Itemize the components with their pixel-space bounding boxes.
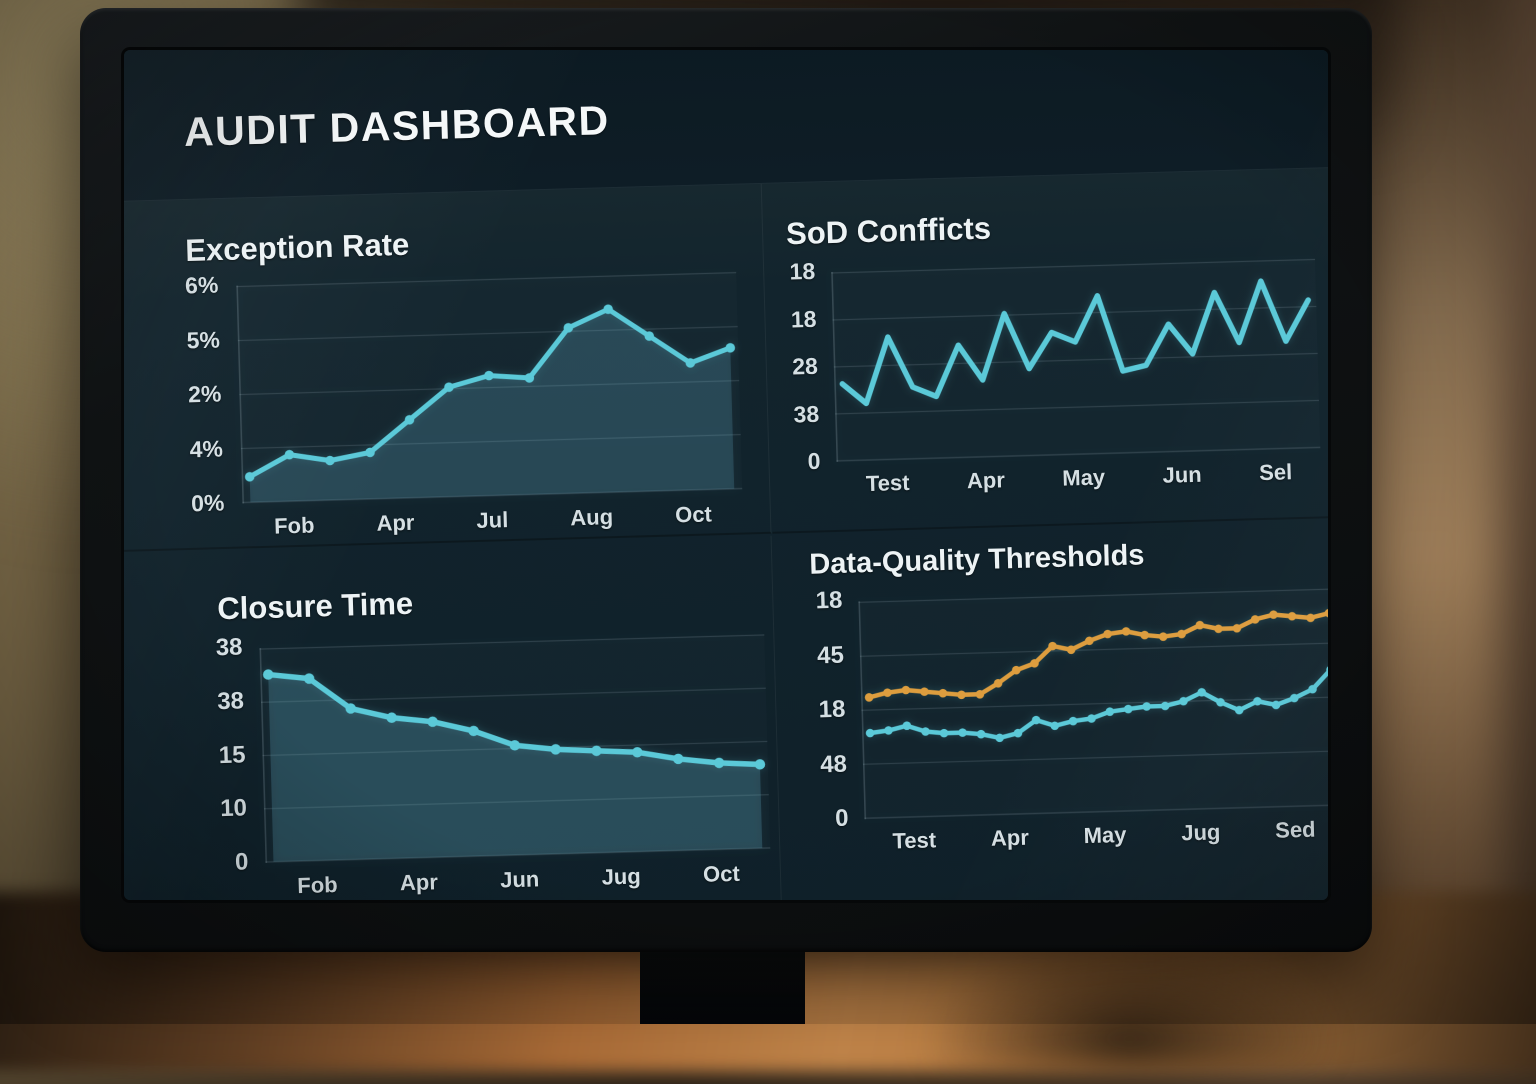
x-tick-label: Sel	[1259, 459, 1293, 486]
x-tick-label: Apr	[991, 825, 1030, 852]
sod-conflicts-svg	[831, 258, 1320, 461]
y-tick-label: 10	[220, 795, 247, 824]
x-axis: Fob Apr Jul Aug Oct	[243, 501, 744, 541]
x-tick-label: May	[1083, 822, 1127, 849]
x-tick-label: Jul	[476, 507, 509, 534]
x-tick-label: Test	[892, 827, 936, 854]
y-tick-label: 4%	[189, 435, 223, 463]
chart-title-exception-rate: Exception Rate	[185, 227, 410, 269]
chart-panel-exception-rate: Exception Rate 6% 5% 2% 4% 0% Fob Apr Jul Aug Oc…	[124, 184, 771, 553]
x-tick-label: Apr	[400, 869, 439, 896]
chart-title-data-quality-thresholds: Data-Quality Thresholds	[809, 539, 1145, 581]
y-tick-label: 5%	[186, 326, 220, 354]
y-tick-label: 38	[793, 400, 819, 428]
chart-panel-closure-time: Closure Time 38 38 15 10 0 Fob Apr Jun Jug Oct	[124, 536, 783, 900]
x-axis: Fob Apr Jun Jug Oct	[266, 860, 772, 900]
closure-time-plot	[259, 634, 770, 863]
y-tick-label: 28	[792, 353, 818, 381]
y-tick-label: 0	[835, 805, 849, 833]
y-tick-label: 18	[818, 696, 845, 725]
x-tick-label: May	[1062, 464, 1106, 491]
y-tick-label: 18	[791, 305, 817, 333]
y-tick-label: 18	[789, 258, 815, 286]
y-tick-label: 38	[215, 633, 242, 662]
y-axis: 6%5%2%4%0%	[168, 286, 232, 506]
monitor-screen: AUDIT DASHBOARD Exception Rate 6% 5% 2% 4% 0…	[124, 50, 1328, 900]
y-tick-label: 48	[820, 750, 847, 779]
dashboard-main: Exception Rate 6% 5% 2% 4% 0% Fob Apr Jul Aug Oc…	[124, 166, 1328, 900]
x-tick-label: Jug	[1181, 819, 1221, 846]
closure-time-svg	[259, 634, 770, 863]
x-tick-label: Jug	[601, 864, 641, 891]
exception-rate-plot	[236, 272, 742, 504]
dashboard: AUDIT DASHBOARD Exception Rate 6% 5% 2% 4% 0…	[124, 50, 1328, 900]
x-tick-label: Oct	[675, 501, 712, 528]
x-axis: Test Apr May Jug Sed	[865, 816, 1328, 855]
x-tick-label: Oct	[703, 861, 740, 888]
chart-panel-data-quality-thresholds: Data-Quality Thresholds 18 45 18 48 0 Test Ap…	[773, 519, 1328, 900]
chart-panel-sod-conflicts: SoD Confficts 18 18 28 38 0 Test Apr May Jun Sel	[763, 167, 1328, 533]
x-tick-label: Aug	[570, 504, 613, 531]
chart-title-sod-conflicts: SoD Confficts	[786, 211, 992, 253]
x-tick-label: Sed	[1275, 817, 1316, 844]
y-tick-label: 15	[218, 741, 245, 770]
exception-rate-svg	[236, 272, 742, 504]
monitor: AUDIT DASHBOARD Exception Rate 6% 5% 2% 4% 0…	[80, 8, 1372, 952]
y-tick-label: 38	[217, 687, 244, 716]
y-tick-label: 6%	[185, 272, 219, 300]
y-tick-label: 0	[807, 448, 821, 475]
chart-title-closure-time: Closure Time	[217, 586, 414, 627]
x-tick-label: Fob	[297, 872, 338, 899]
sod-conflicts-plot	[831, 258, 1320, 461]
x-tick-label: Test	[866, 470, 910, 497]
x-axis: Test Apr May Jun Sel	[837, 458, 1322, 498]
x-tick-label: Jun	[1162, 462, 1202, 489]
x-tick-label: Apr	[967, 467, 1006, 494]
page-title: AUDIT DASHBOARD	[183, 97, 610, 156]
y-tick-label: 0%	[191, 489, 225, 517]
y-tick-label: 2%	[188, 380, 222, 408]
y-tick-label: 0	[235, 848, 249, 876]
data-quality-thresholds-svg	[858, 588, 1328, 819]
x-tick-label: Fob	[274, 513, 315, 540]
x-tick-label: Jun	[500, 866, 540, 893]
y-tick-label: 18	[815, 587, 842, 616]
data-quality-thresholds-plot	[858, 588, 1328, 819]
y-tick-label: 45	[817, 641, 844, 670]
x-tick-label: Apr	[376, 510, 415, 537]
